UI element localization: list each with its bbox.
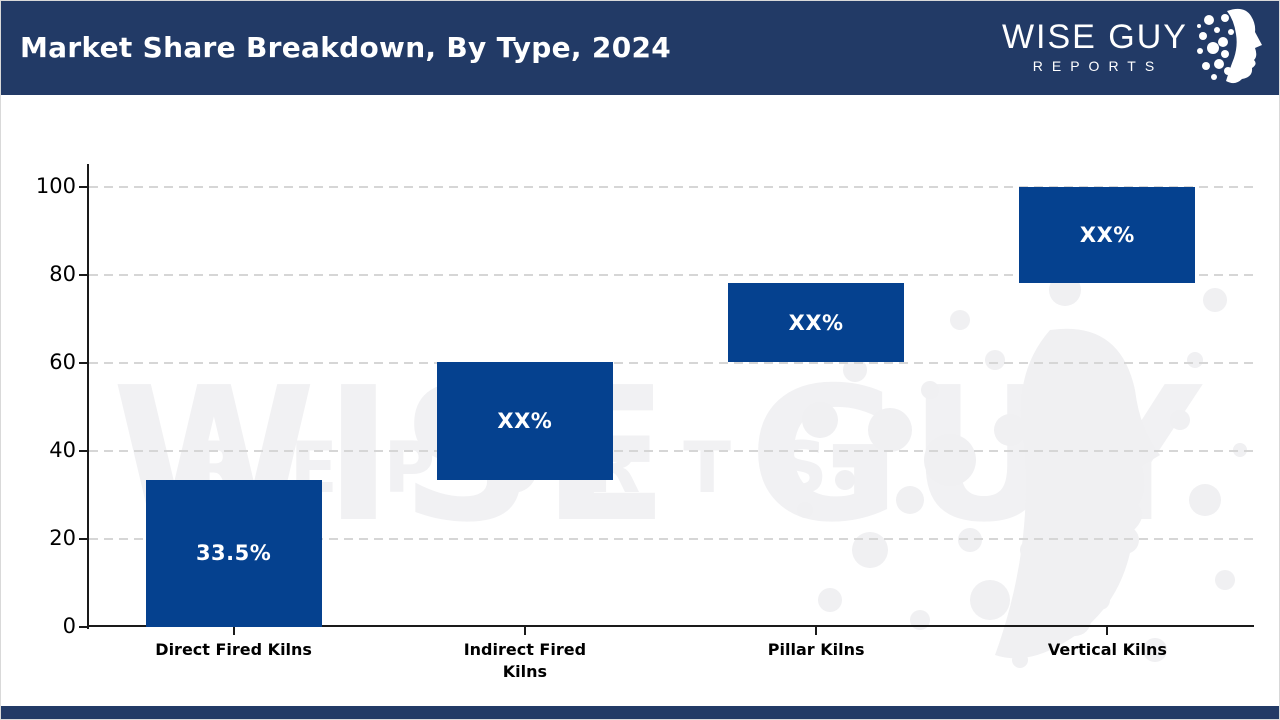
bar-value-label: XX%	[497, 408, 553, 433]
y-tick-mark	[79, 450, 87, 452]
x-tick-mark	[523, 627, 526, 635]
brand-subtitle: REPORTS	[1032, 58, 1164, 74]
brand-face-icon	[1197, 8, 1262, 84]
chart-title: Market Share Breakdown, By Type, 2024	[20, 31, 672, 64]
x-tick-mark	[1106, 627, 1109, 635]
gridline-y40	[89, 450, 1253, 452]
bar-value-label: XX%	[788, 310, 844, 335]
brand-logo-text: WISE GUY REPORTS	[1002, 18, 1188, 74]
gridline-y20	[89, 538, 1253, 540]
y-tick-mark	[79, 274, 87, 276]
y-tick-mark	[79, 362, 87, 364]
x-category-label: Vertical Kilns	[1047, 640, 1167, 659]
bar-indirect-fired-kilns: XX%	[436, 362, 613, 480]
y-tick-mark	[79, 186, 87, 188]
bar-vertical-kilns: XX%	[1019, 187, 1196, 283]
x-category-label: Direct Fired Kilns	[155, 640, 312, 659]
bar-pillar-kilns: XX%	[728, 282, 905, 363]
bar-value-label: 33.5%	[195, 541, 272, 566]
y-tick-label: 100	[35, 174, 76, 198]
x-axis-spine	[87, 625, 1254, 627]
y-axis-spine	[87, 164, 89, 629]
x-tick-mark	[815, 627, 818, 635]
y-tick-label: 80	[49, 262, 76, 286]
gridline-y60	[89, 362, 1253, 364]
y-tick-label: 60	[49, 350, 76, 374]
bar-value-label: XX%	[1079, 222, 1135, 247]
footer-band	[0, 706, 1280, 720]
brand-logo: WISE GUY REPORTS	[1002, 6, 1268, 86]
x-tick-mark	[232, 627, 235, 635]
watermark-face-icon	[760, 274, 1247, 668]
y-tick-label: 0	[62, 614, 76, 638]
gridline-y100	[89, 186, 1253, 188]
gridline-y80	[89, 274, 1253, 276]
y-tick-label: 20	[49, 526, 76, 550]
bar-direct-fired-kilns: 33.5%	[145, 479, 322, 627]
y-tick-mark	[79, 626, 87, 628]
y-tick-mark	[79, 538, 87, 540]
x-category-label: Pillar Kilns	[767, 640, 865, 659]
x-category-label: Indirect Fired Kilns	[463, 640, 587, 681]
brand-name: WISE GUY	[1001, 18, 1188, 56]
y-tick-label: 40	[49, 438, 76, 462]
header-band: Market Share Breakdown, By Type, 2024 WI…	[0, 0, 1280, 95]
chart-canvas: WISE GUY REPORTS 02040608010033.5%Direct…	[0, 95, 1280, 706]
